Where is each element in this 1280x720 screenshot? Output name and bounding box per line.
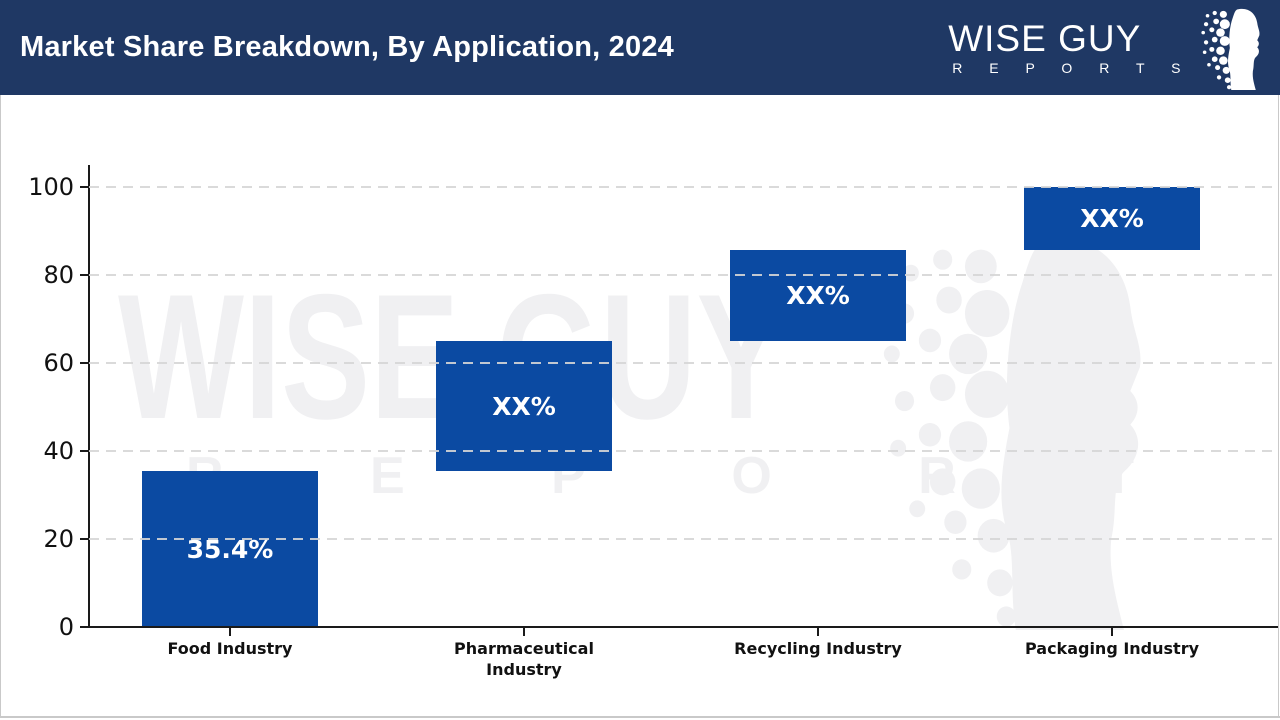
frame-border-left (0, 95, 1, 718)
gridline (89, 538, 1277, 540)
y-tick-mark (80, 186, 89, 188)
x-tick-mark (1111, 628, 1113, 636)
brand-wordmark-line1: WISE GUY (948, 18, 1142, 59)
y-tick-label: 20 (43, 525, 74, 553)
x-category-label: Recycling Industry (734, 639, 902, 658)
header-bar: Market Share Breakdown, By Application, … (0, 0, 1280, 95)
y-tick-label: 60 (43, 349, 74, 377)
y-tick-mark (80, 626, 89, 628)
bar-value-label: 35.4% (186, 534, 274, 564)
y-axis-spine (88, 165, 90, 627)
x-tick-mark (229, 628, 231, 636)
watermark-head-profile-icon (883, 239, 1141, 630)
bar-value-label: XX% (786, 280, 850, 310)
y-tick-label: 80 (43, 261, 74, 289)
y-tick-mark (80, 362, 89, 364)
gridline (89, 362, 1277, 364)
bar (730, 249, 906, 341)
x-category-label: Pharmaceutical Industry (454, 639, 594, 679)
x-category-label: Packaging Industry (1024, 639, 1200, 658)
x-tick-mark (817, 628, 819, 636)
brand-wordmark-line2: R E P O R T S (952, 60, 1192, 76)
frame-border-bottom (0, 716, 1280, 718)
x-category-label: Food Industry (167, 639, 293, 658)
bar (1024, 187, 1200, 250)
y-tick-mark (80, 274, 89, 276)
bar (142, 471, 318, 628)
gridline (89, 186, 1277, 188)
y-tick-mark (80, 450, 89, 452)
brand-logo: WISE GUY R E P O R T S (948, 0, 1268, 95)
y-tick-label: 0 (58, 613, 74, 641)
bar-value-label: XX% (1080, 204, 1144, 233)
brand-wordmark: WISE GUY R E P O R T S (948, 20, 1192, 75)
y-tick-label: 100 (28, 173, 74, 201)
bar-value-label: XX% (492, 391, 556, 421)
y-tick-label: 40 (43, 437, 74, 465)
frame-border-right (1278, 95, 1279, 718)
gridline (89, 450, 1277, 452)
page-title: Market Share Breakdown, By Application, … (20, 31, 674, 63)
chart-area: 0 20 40 60 80 100 35.4% Food Industry XX% Pharmac… (0, 95, 1280, 718)
head-profile-icon (1201, 8, 1260, 90)
gridline (89, 274, 1277, 276)
x-tick-mark (523, 628, 525, 636)
y-tick-mark (80, 538, 89, 540)
x-axis-spine (88, 626, 1278, 628)
